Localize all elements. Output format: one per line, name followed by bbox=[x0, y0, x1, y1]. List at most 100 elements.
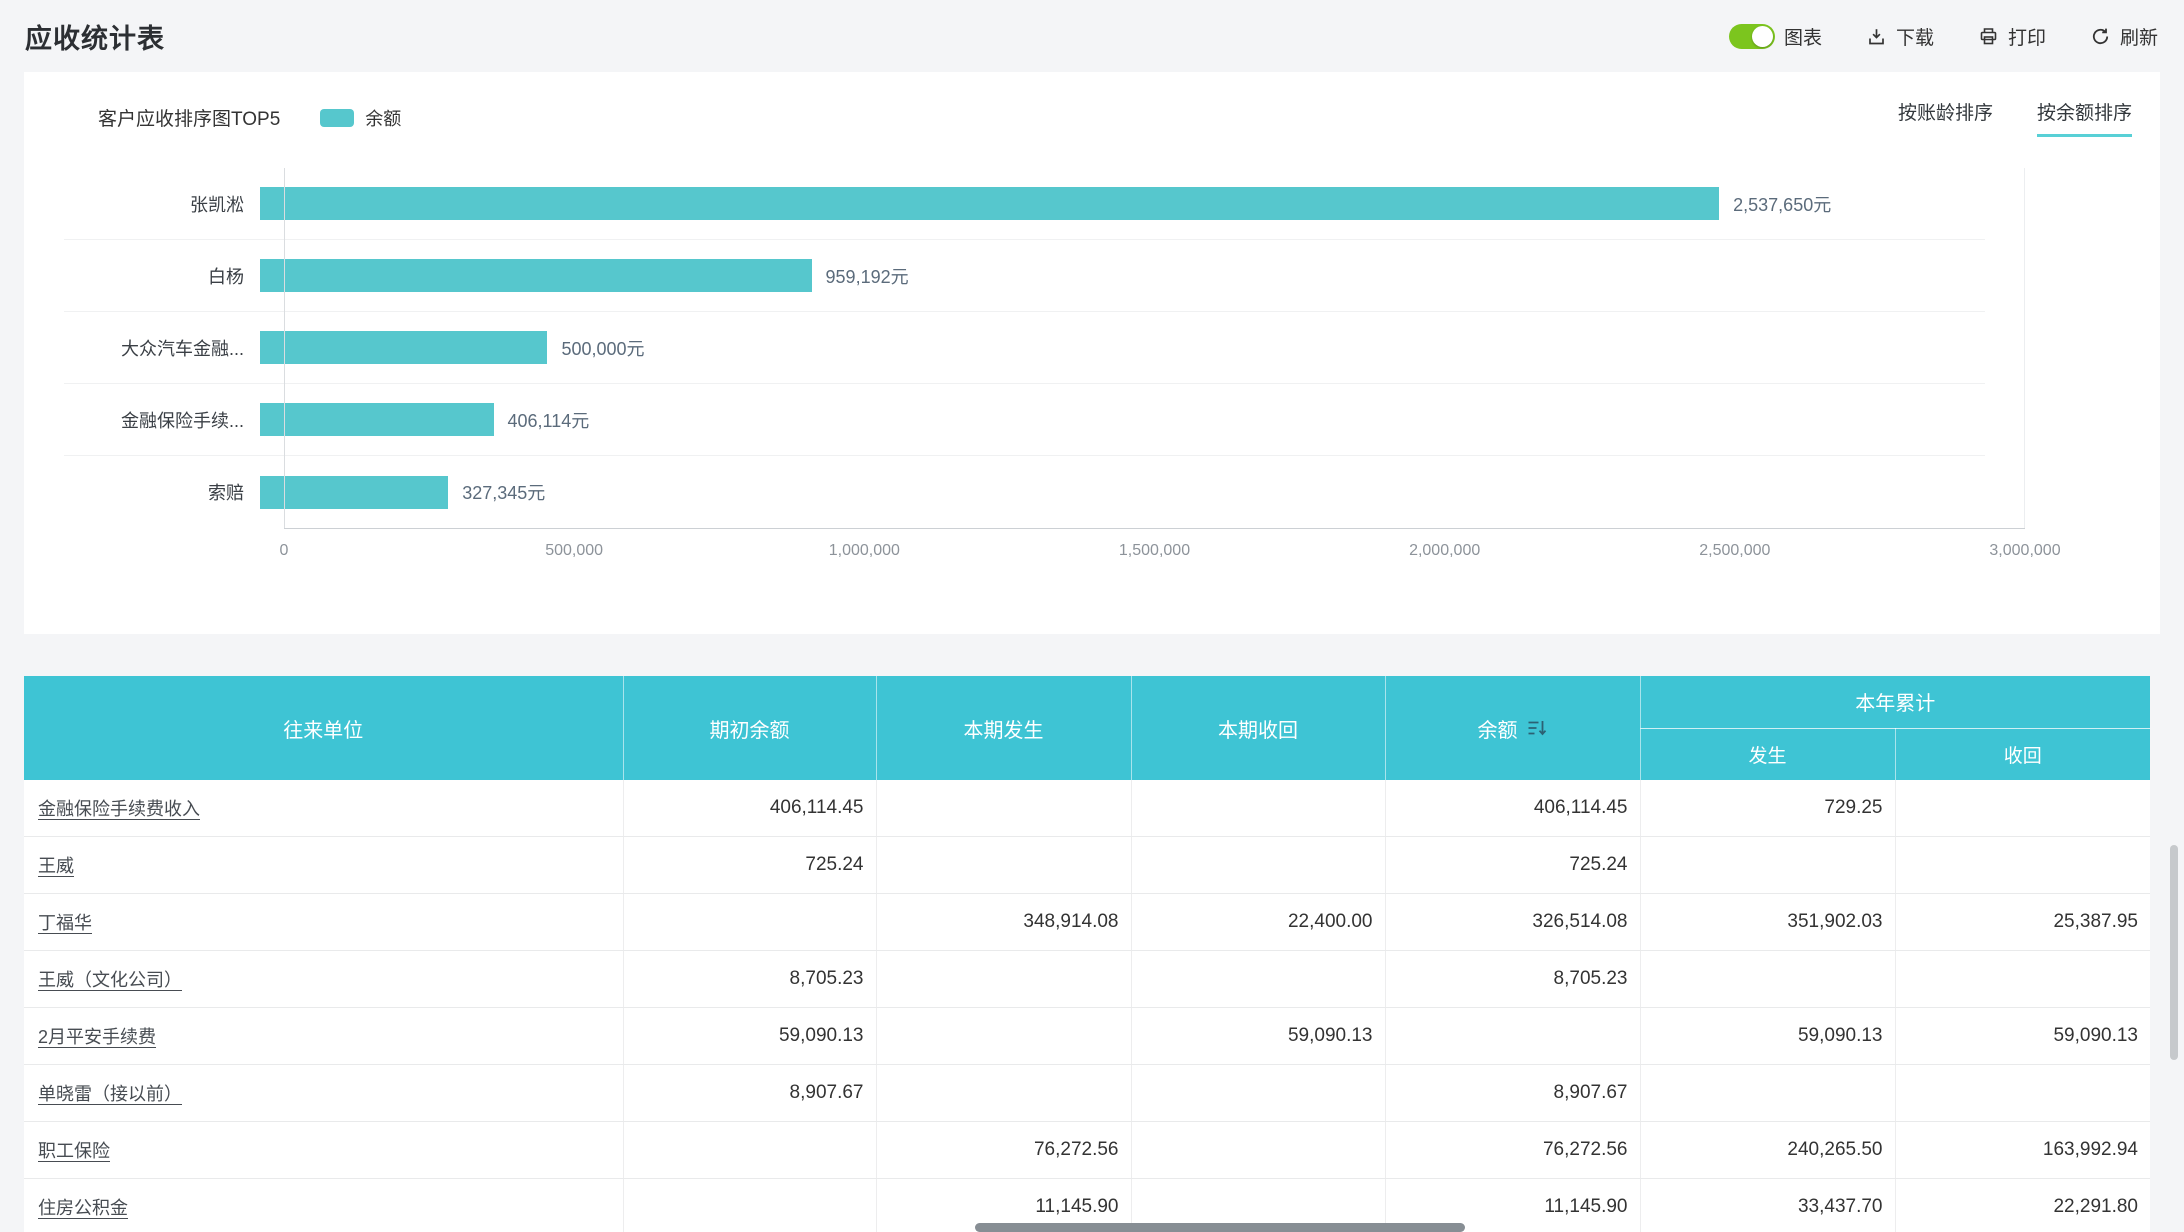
sort-tab-by-balance[interactable]: 按余额排序 bbox=[2036, 98, 2132, 137]
cell-current-received bbox=[1131, 1121, 1386, 1179]
cell-balance: 406,114.45 bbox=[1385, 780, 1641, 837]
col-balance[interactable]: 余额 bbox=[1385, 676, 1641, 780]
cell-opening-balance bbox=[623, 1178, 877, 1232]
cell-ytd-incurred bbox=[1640, 1064, 1896, 1122]
sort-tab-by-aging[interactable]: 按账龄排序 bbox=[1897, 103, 1993, 124]
bar-category-label: 大众汽车金融... bbox=[120, 338, 244, 359]
company-link[interactable]: 单晓雷（接以前） bbox=[38, 1084, 182, 1104]
balance-bar[interactable] bbox=[260, 475, 449, 509]
col-ytd-incurred: 发生 bbox=[1640, 728, 1896, 780]
sort-tabs: 按账龄排序 按余额排序 bbox=[1898, 98, 2132, 137]
chart-row: 大众汽车金融... 500,000元 bbox=[64, 312, 1985, 384]
cell-current-incurred: 348,914.08 bbox=[876, 893, 1132, 951]
bar-track: 959,192元 bbox=[260, 240, 1985, 311]
download-label: 下载 bbox=[1895, 27, 1934, 49]
cell-current-incurred: 76,272.56 bbox=[876, 1121, 1132, 1179]
cell-current-incurred bbox=[876, 1007, 1132, 1065]
cell-opening-balance: 59,090.13 bbox=[623, 1007, 877, 1065]
cell-ytd-received: 59,090.13 bbox=[1895, 1007, 2150, 1065]
company-link[interactable]: 王威（文化公司） bbox=[38, 970, 182, 990]
chart-row: 索赔 327,345元 bbox=[64, 456, 1985, 528]
cell-ytd-incurred: 729.25 bbox=[1640, 780, 1896, 837]
bar-value-label: 959,192元 bbox=[825, 266, 909, 287]
chart-rows: 张凯淞 2,537,650元白杨 959,192元大众汽车金融... 500,000元… bbox=[64, 168, 1985, 528]
bar-track: 327,345元 bbox=[260, 456, 1985, 528]
cell-ytd-incurred bbox=[1640, 836, 1896, 894]
cell-current-received bbox=[1131, 950, 1386, 1008]
bar-track: 406,114元 bbox=[260, 384, 1985, 455]
cell-company: 2月平安手续费 bbox=[24, 1007, 624, 1065]
cell-current-incurred bbox=[876, 950, 1132, 1008]
chart-toggle-label: 图表 bbox=[1783, 27, 1822, 49]
company-link[interactable]: 金融保险手续费收入 bbox=[38, 799, 200, 819]
cell-current-incurred bbox=[876, 836, 1132, 894]
vertical-scrollbar-thumb[interactable] bbox=[2170, 845, 2178, 1060]
refresh-label: 刷新 bbox=[2119, 27, 2158, 49]
legend-item-balance[interactable]: 余额 bbox=[320, 105, 401, 131]
cell-ytd-incurred bbox=[1640, 950, 1896, 1008]
bar-track: 500,000元 bbox=[260, 312, 1985, 383]
cell-ytd-received: 25,387.95 bbox=[1895, 893, 2150, 951]
download-icon bbox=[1869, 28, 1884, 44]
download-button[interactable]: 下载 bbox=[1866, 23, 1934, 50]
company-link[interactable]: 丁福华 bbox=[38, 913, 92, 933]
company-link[interactable]: 住房公积金 bbox=[38, 1198, 128, 1218]
bar-category-label: 张凯淞 bbox=[190, 194, 244, 215]
cell-company: 单晓雷（接以前） bbox=[24, 1064, 624, 1122]
cell-current-received bbox=[1131, 1064, 1386, 1122]
cell-current-incurred bbox=[876, 780, 1132, 837]
table-row: 金融保险手续费收入 406,114.45 406,114.45 729.25 bbox=[24, 780, 2150, 837]
sort-descending-icon[interactable] bbox=[1526, 717, 1548, 739]
bar-category-label: 白杨 bbox=[208, 266, 244, 287]
company-link[interactable]: 2月平安手续费 bbox=[38, 1027, 157, 1047]
bar-track: 2,537,650元 bbox=[260, 168, 1985, 239]
cell-balance: 725.24 bbox=[1385, 836, 1641, 894]
x-axis-line bbox=[284, 528, 2025, 529]
bar-category-label: 索赔 bbox=[208, 483, 244, 503]
cell-current-incurred bbox=[876, 1064, 1132, 1122]
balance-bar[interactable] bbox=[260, 259, 812, 292]
cell-opening-balance: 8,705.23 bbox=[623, 950, 877, 1008]
bar-chart: 张凯淞 2,537,650元白杨 959,192元大众汽车金融... 500,000元… bbox=[64, 168, 2061, 559]
bar-value-label: 2,537,650元 bbox=[1733, 194, 1832, 215]
top-bar: 应收统计表 图表 下载 打印 刷新 bbox=[0, 0, 2184, 72]
plot-right-border bbox=[2024, 168, 2025, 528]
bar-value-label: 327,345元 bbox=[462, 483, 546, 503]
y-axis-line bbox=[284, 168, 285, 528]
x-axis-ticks: 0 500,000 1,000,000 1,500,000 2,000,000 2,500… bbox=[280, 542, 2061, 566]
chart-row: 张凯淞 2,537,650元 bbox=[64, 168, 1985, 240]
page-title: 应收统计表 bbox=[25, 23, 165, 54]
cell-ytd-received: 22,291.80 bbox=[1895, 1178, 2150, 1232]
cell-balance bbox=[1385, 1007, 1641, 1065]
print-label: 打印 bbox=[2007, 27, 2046, 49]
cell-ytd-received bbox=[1895, 780, 2150, 837]
refresh-button[interactable]: 刷新 bbox=[2090, 23, 2158, 50]
horizontal-scrollbar-thumb[interactable] bbox=[975, 1223, 1465, 1232]
toggle-knob bbox=[1751, 25, 1773, 47]
chart-header: 客户应收排序图TOP5 余额 按账龄排序 按余额排序 bbox=[24, 72, 2160, 137]
cell-ytd-incurred: 351,902.03 bbox=[1640, 893, 1896, 951]
table-row: 王威（文化公司） 8,705.23 8,705.23 bbox=[24, 950, 2150, 1008]
cell-current-received bbox=[1131, 780, 1386, 837]
cell-current-received bbox=[1131, 836, 1386, 894]
print-button[interactable]: 打印 bbox=[1978, 23, 2046, 50]
cell-ytd-received bbox=[1895, 950, 2150, 1008]
print-icon bbox=[1980, 27, 1997, 44]
col-ytd-received: 收回 bbox=[1895, 728, 2150, 780]
company-link[interactable]: 职工保险 bbox=[38, 1141, 110, 1161]
table-row: 丁福华 348,914.08 22,400.00 326,514.08 351,902.… bbox=[24, 893, 2150, 951]
legend-label: 余额 bbox=[365, 108, 402, 129]
chart-row: 白杨 959,192元 bbox=[64, 240, 1985, 312]
company-link[interactable]: 王威 bbox=[38, 856, 74, 876]
cell-company: 丁福华 bbox=[24, 893, 624, 951]
balance-bar[interactable] bbox=[260, 403, 494, 436]
chart-toggle[interactable] bbox=[1728, 23, 1775, 49]
col-current-received: 本期收回 bbox=[1131, 676, 1386, 780]
cell-ytd-incurred: 59,090.13 bbox=[1640, 1007, 1896, 1065]
cell-current-received: 59,090.13 bbox=[1131, 1007, 1386, 1065]
toolbar: 图表 下载 打印 刷新 bbox=[1728, 23, 2158, 50]
balance-bar[interactable] bbox=[260, 331, 548, 364]
balance-bar[interactable] bbox=[260, 187, 1720, 220]
col-ytd-group: 本年累计 bbox=[1640, 676, 2150, 729]
x-axis-tick: 1,500,000 bbox=[1118, 542, 1191, 559]
